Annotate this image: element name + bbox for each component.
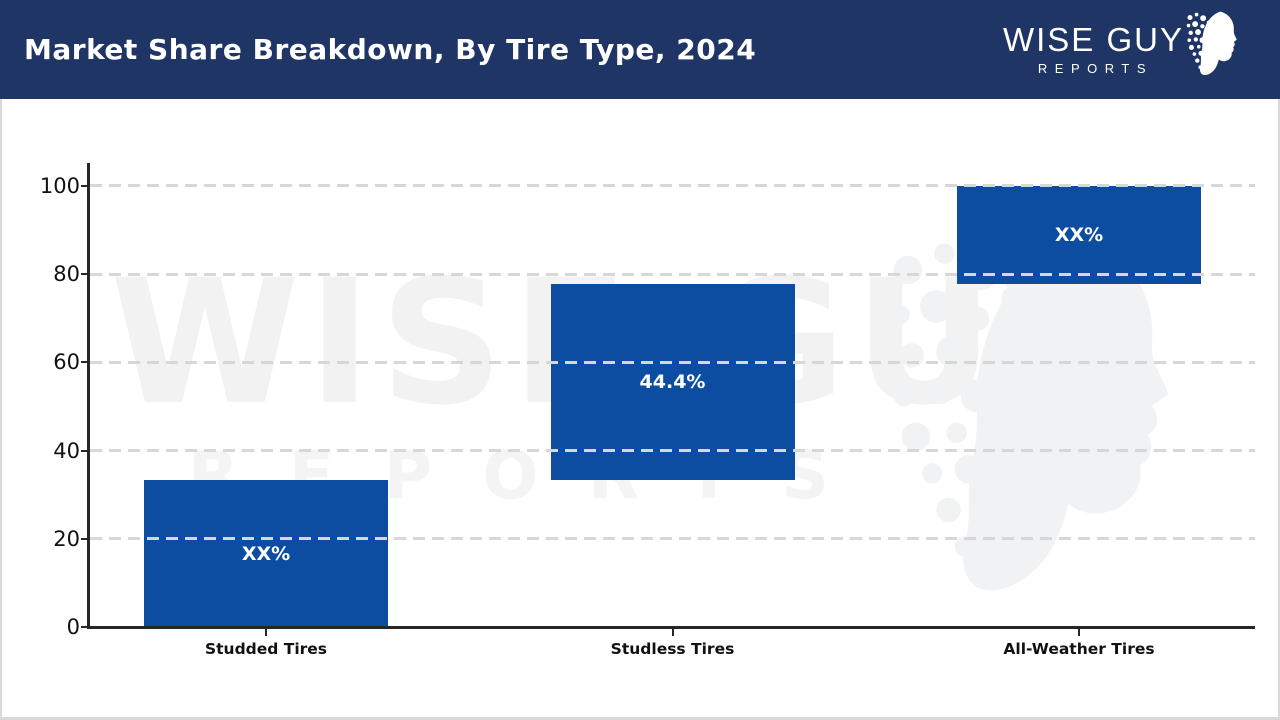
x-tick-mark (265, 629, 267, 636)
bar-value-label: XX% (1054, 224, 1104, 247)
y-tick-label: 40 (53, 438, 80, 463)
bar-studded-tires (144, 480, 388, 627)
bar-all-weather-tires (957, 185, 1201, 285)
page-title: Market Share Breakdown, By Tire Type, 20… (24, 33, 757, 66)
wise-guy-logo: WISE GUY REPORTS (1003, 8, 1256, 92)
category-label-studless-tires: Studless Tires (610, 640, 735, 658)
y-tick-label: 20 (53, 526, 80, 551)
header-bar: Market Share Breakdown, By Tire Type, 20… (0, 0, 1280, 99)
gridline (90, 184, 1255, 188)
y-tick-mark (81, 449, 89, 452)
logo-subtitle: REPORTS (1037, 61, 1154, 76)
gridline (90, 537, 1255, 541)
logo-wordmark: WISE GUY (1002, 21, 1184, 58)
chart-canvas: WISE GUY REPORTS 0 20 40 60 80 100 XX% Studded … (0, 99, 1280, 720)
y-tick-label: 0 (66, 615, 80, 639)
y-axis-line (87, 163, 90, 629)
watermark-dotted-head-icon (880, 217, 1192, 685)
y-tick-mark (81, 184, 89, 187)
x-tick-mark (1078, 629, 1080, 636)
logo-text: WISE GUY REPORTS (1003, 23, 1184, 76)
bar-studless-tires (550, 284, 795, 481)
gridline (90, 449, 1255, 453)
bar-value-label: 44.4% (639, 371, 706, 394)
y-tick-mark (81, 273, 89, 276)
gridline (90, 272, 1255, 276)
y-tick-mark (81, 626, 89, 628)
category-label-all-weather-tires: All-Weather Tires (1003, 640, 1155, 658)
x-tick-mark (671, 629, 674, 636)
y-tick-label: 100 (39, 173, 80, 198)
dotted-head-icon (1170, 8, 1256, 92)
category-label-studded-tires: Studded Tires (204, 640, 328, 658)
y-tick-label: 80 (53, 262, 80, 287)
gridline (90, 360, 1255, 364)
bar-value-label: XX% (241, 542, 291, 565)
y-tick-mark (81, 537, 89, 540)
x-axis-line (87, 626, 1255, 629)
y-tick-mark (81, 361, 89, 364)
y-tick-label: 60 (53, 350, 80, 375)
